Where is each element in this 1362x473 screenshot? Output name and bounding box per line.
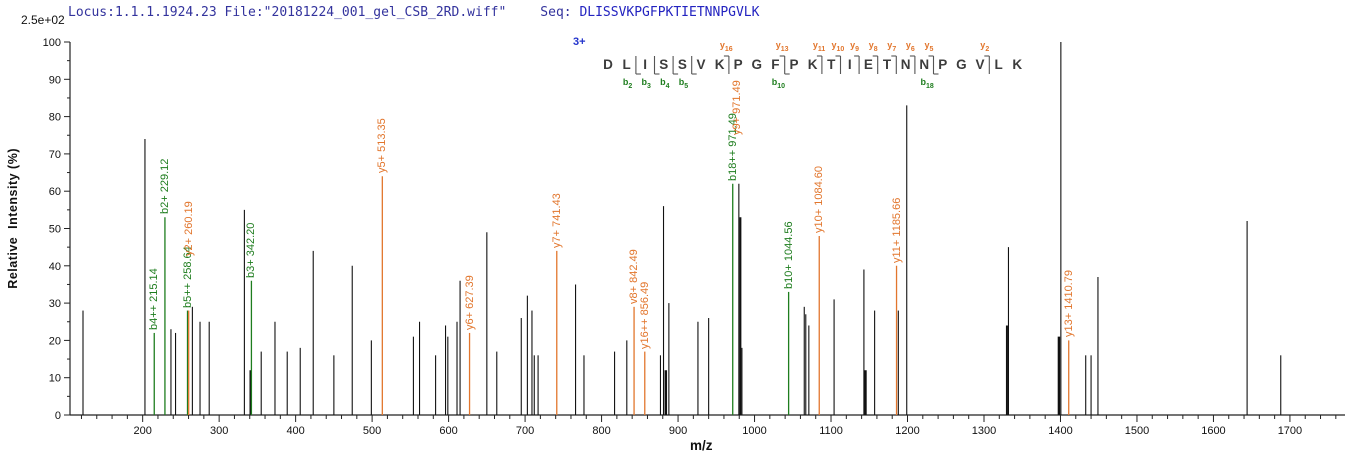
seq-residue: G [956, 57, 967, 72]
peak-label-y9+: y9+ 971.49 [730, 80, 743, 135]
x-tick-label: 1500 [1125, 425, 1149, 437]
seq-residue: N [900, 57, 911, 72]
x-tick-label: 300 [210, 425, 228, 437]
sequence-ion-label-y7: y7 [887, 40, 897, 53]
peak-label-y13+: y13+ 1410.79 [1062, 270, 1075, 338]
sequence-ion-label-y5: y5 [924, 40, 934, 53]
y-tick-label: 100 [43, 37, 61, 49]
x-tick-label: 200 [133, 425, 151, 437]
seq-residue: L [622, 57, 631, 72]
seq-residue: S [677, 57, 687, 72]
sequence-ion-label-y9: y9 [850, 40, 860, 53]
y-tick-label: 20 [49, 335, 61, 347]
x-tick-label: 500 [363, 425, 381, 437]
precursor-charge-label: 3+ [573, 36, 586, 48]
x-tick-label: 1300 [972, 425, 996, 437]
peak-label-y7+: y7+ 741.43 [550, 193, 563, 248]
x-tick-label: 800 [592, 425, 610, 437]
seq-residue: S [659, 57, 669, 72]
peak-label-y10+: y10+ 1084.60 [813, 165, 826, 233]
sequence-ion-label-y16: y16 [719, 40, 733, 53]
peak-label-y6+: y6+ 627.39 [463, 275, 476, 330]
sequence-ion-label-y11: y11 [812, 40, 826, 53]
peak-label-b2+: b2+ 229.12 [158, 158, 171, 215]
y-tick-label: 50 [49, 224, 61, 236]
sequence-ion-label-y6: y6 [905, 40, 915, 53]
y-tick-label: 0 [55, 410, 61, 422]
x-tick-label: 1600 [1201, 425, 1225, 437]
y-tick-label: 70 [49, 149, 61, 161]
peak-label-y11+: y11+ 1185.66 [890, 197, 903, 263]
y-tick-label: 30 [49, 298, 61, 310]
sequence-ion-label-y2: y2 [980, 40, 990, 53]
sequence-ion-label-y8: y8 [868, 40, 878, 53]
x-tick-label: 1400 [1048, 425, 1072, 437]
x-tick-label: 1000 [742, 425, 766, 437]
x-tick-label: 1700 [1278, 425, 1302, 437]
seq-residue: I [847, 57, 852, 72]
x-tick-label: 600 [439, 425, 457, 437]
seq-residue: T [882, 57, 892, 72]
sequence-ion-label-y10: y10 [831, 40, 845, 53]
seq-residue: P [789, 57, 799, 72]
seq-label: Seq: [540, 5, 572, 20]
y-scale-max-note: 2.5e+02 [21, 13, 65, 27]
x-tick-label: 1200 [895, 425, 919, 437]
seq-residue: E [863, 57, 873, 72]
x-tick-label: 400 [286, 425, 304, 437]
seq-residue: K [1012, 57, 1023, 72]
seq-residue: K [714, 57, 725, 72]
seq-residue: F [771, 57, 780, 72]
peak-label-b3+: b3+ 342.20 [245, 222, 258, 278]
peak-label-y2+: y2+ 260.19 [182, 200, 195, 256]
x-tick-label: 900 [669, 425, 687, 437]
seq-residue: V [696, 57, 706, 72]
y-tick-label: 80 [49, 112, 61, 124]
x-tick-label: 1100 [819, 425, 843, 437]
seq-residue: T [827, 57, 836, 72]
seq-residue: V [975, 57, 985, 72]
seq-residue: P [938, 57, 948, 72]
y-tick-label: 40 [49, 261, 61, 273]
y-tick-label: 90 [49, 74, 61, 86]
sequence-ion-label-b3: b3 [641, 77, 651, 90]
peak-label-b4++: b4++ 215.14 [148, 268, 161, 330]
seq-residue: D [603, 57, 613, 72]
seq-residue: I [643, 57, 648, 72]
sequence-ion-label-b4: b4 [660, 77, 670, 90]
y-tick-label: 60 [49, 186, 61, 198]
spectrum-header: Locus:1.1.1.1924.23 File:"20181224_001_g… [68, 5, 759, 20]
x-axis-title: m/z [690, 438, 713, 453]
peak-label-y5+: y5+ 513.35 [376, 118, 389, 174]
sequence-ion-label-b2: b2 [622, 77, 633, 90]
seq-value: DLISSVKPGFPKTIETNNPGVLK [579, 5, 760, 20]
sequence-ion-label-b18: b18 [920, 77, 934, 90]
seq-residue: G [751, 57, 763, 72]
x-tick-label: 700 [516, 425, 534, 437]
y-tick-label: 10 [49, 373, 61, 385]
sequence-ion-label-b5: b5 [678, 77, 689, 90]
peak-label-y16++: y16++ 856.49 [638, 281, 651, 349]
seq-residue: K [807, 57, 818, 72]
seq-residue: N [919, 57, 930, 72]
seq-residue: P [733, 57, 743, 72]
seq-residue: L [994, 57, 1003, 72]
peak-label-b10+: b10+ 1044.56 [782, 221, 795, 289]
sequence-ion-label-b10: b10 [771, 77, 785, 90]
locus-file-text: Locus:1.1.1.1924.23 File:"20181224_001_g… [68, 5, 507, 20]
sequence-ion-label-y13: y13 [775, 40, 789, 53]
